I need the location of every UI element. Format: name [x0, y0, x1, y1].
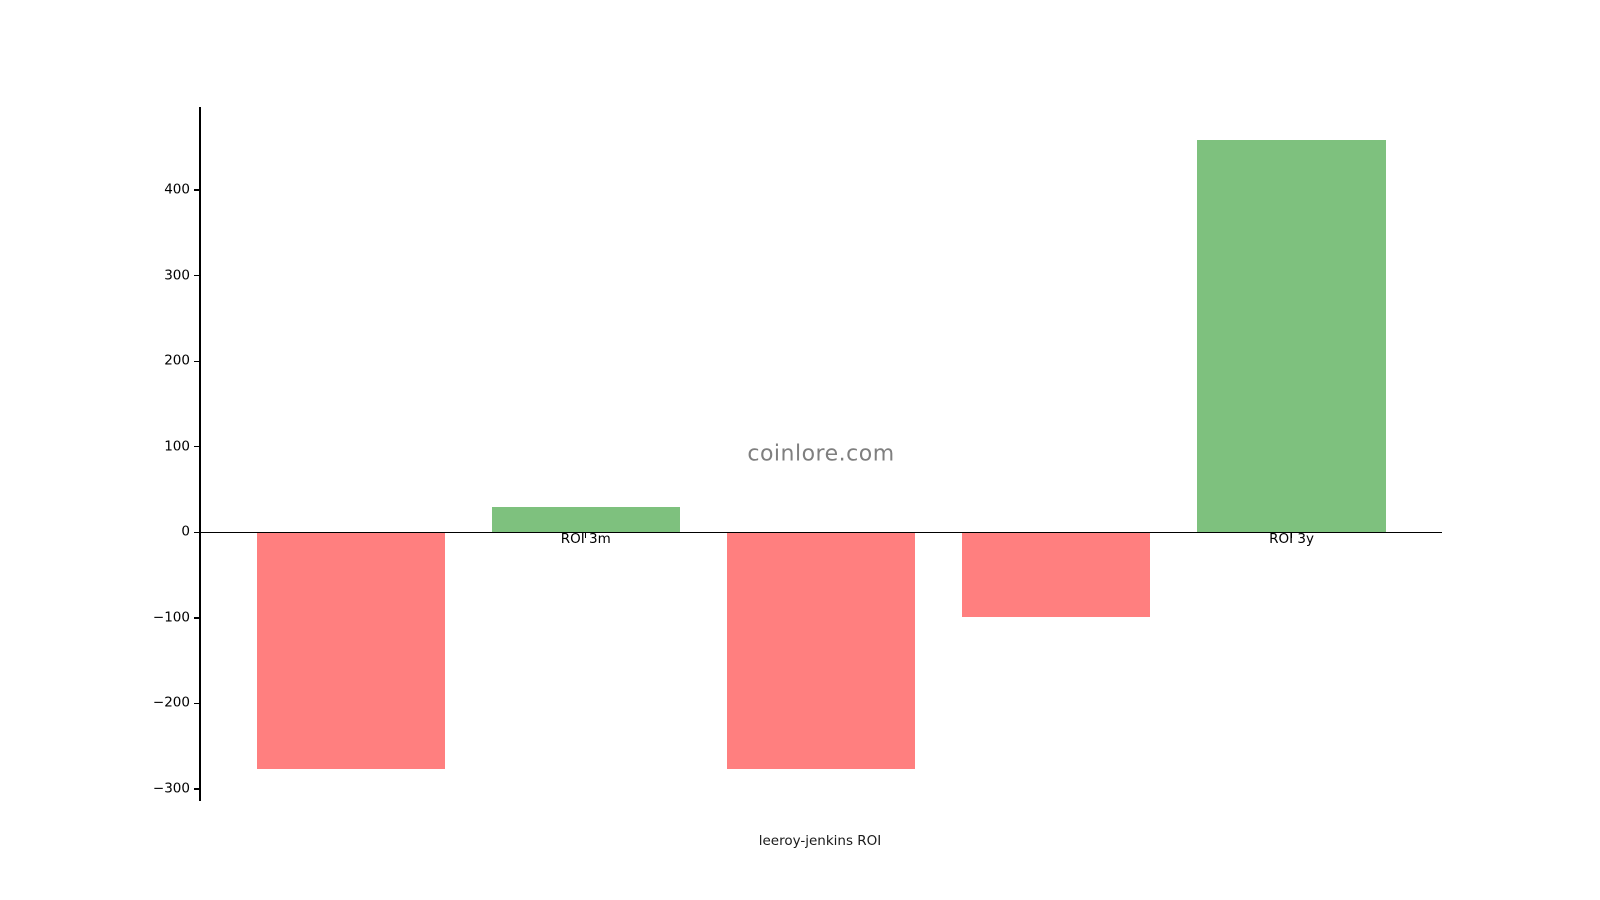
x-tick-label-roi-3m: ROI 3m	[560, 530, 611, 547]
y-tick-label: −100	[152, 609, 190, 626]
y-tick-mark	[193, 189, 200, 191]
y-tick-label: 100	[164, 437, 190, 454]
y-tick-mark	[193, 617, 200, 619]
y-tick-mark	[193, 360, 200, 362]
x-axis-zero-line	[200, 531, 1442, 533]
y-tick-mark	[193, 702, 200, 705]
y-tick-label: 400	[164, 181, 190, 198]
y-tick-label: 200	[164, 352, 190, 369]
y-axis-line	[199, 107, 201, 801]
y-tick-label: 0	[181, 523, 190, 540]
y-tick-mark	[193, 274, 200, 277]
watermark-text: coinlore.com	[747, 441, 895, 467]
bar-category-3	[962, 532, 1151, 617]
bar-roi-3m	[491, 506, 680, 533]
x-tick-mark	[1290, 532, 1293, 538]
x-tick-mark	[585, 532, 587, 538]
y-tick-label: −200	[152, 694, 190, 711]
bar-roi-3y	[1197, 139, 1386, 533]
bar-category-0	[256, 532, 445, 770]
y-tick-mark	[193, 788, 200, 790]
x-tick-label-roi-3y: ROI 3y	[1269, 530, 1314, 547]
y-tick-label: 300	[164, 266, 190, 283]
bar-category-2	[726, 532, 916, 770]
y-tick-mark	[193, 531, 200, 533]
y-tick-label: −300	[152, 780, 190, 797]
y-tick-mark	[193, 446, 200, 448]
x-axis-title: leeroy-jenkins ROI	[758, 833, 882, 849]
